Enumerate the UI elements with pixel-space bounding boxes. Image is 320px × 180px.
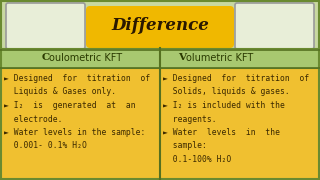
Text: Liquids & Gases only.: Liquids & Gases only. — [4, 87, 116, 96]
FancyBboxPatch shape — [6, 3, 85, 49]
Text: ► Water levels in the sample:: ► Water levels in the sample: — [4, 128, 145, 137]
Text: 0.001- 0.1% H₂O: 0.001- 0.1% H₂O — [4, 141, 87, 150]
Text: reagents.: reagents. — [163, 114, 217, 123]
Text: V: V — [178, 53, 186, 62]
Text: olumetric KFT: olumetric KFT — [186, 53, 253, 63]
FancyBboxPatch shape — [0, 68, 320, 180]
Text: ► Water  levels  in  the: ► Water levels in the — [163, 128, 280, 137]
Text: oulometric KFT: oulometric KFT — [49, 53, 122, 63]
FancyBboxPatch shape — [235, 3, 314, 49]
Text: Difference: Difference — [111, 17, 209, 35]
FancyBboxPatch shape — [0, 48, 320, 68]
Text: C: C — [42, 53, 50, 62]
FancyBboxPatch shape — [0, 0, 320, 50]
Text: ► Designed  for  titration  of: ► Designed for titration of — [163, 74, 309, 83]
Text: ► Designed  for  titration  of: ► Designed for titration of — [4, 74, 150, 83]
Text: electrode.: electrode. — [4, 114, 62, 123]
Text: Solids, liquids & gases.: Solids, liquids & gases. — [163, 87, 290, 96]
Text: 0.1-100% H₂O: 0.1-100% H₂O — [163, 155, 231, 164]
Text: sample:: sample: — [163, 141, 207, 150]
Text: ► I₂ is included with the: ► I₂ is included with the — [163, 101, 285, 110]
Text: ► I₂  is  generated  at  an: ► I₂ is generated at an — [4, 101, 136, 110]
FancyBboxPatch shape — [86, 6, 234, 48]
